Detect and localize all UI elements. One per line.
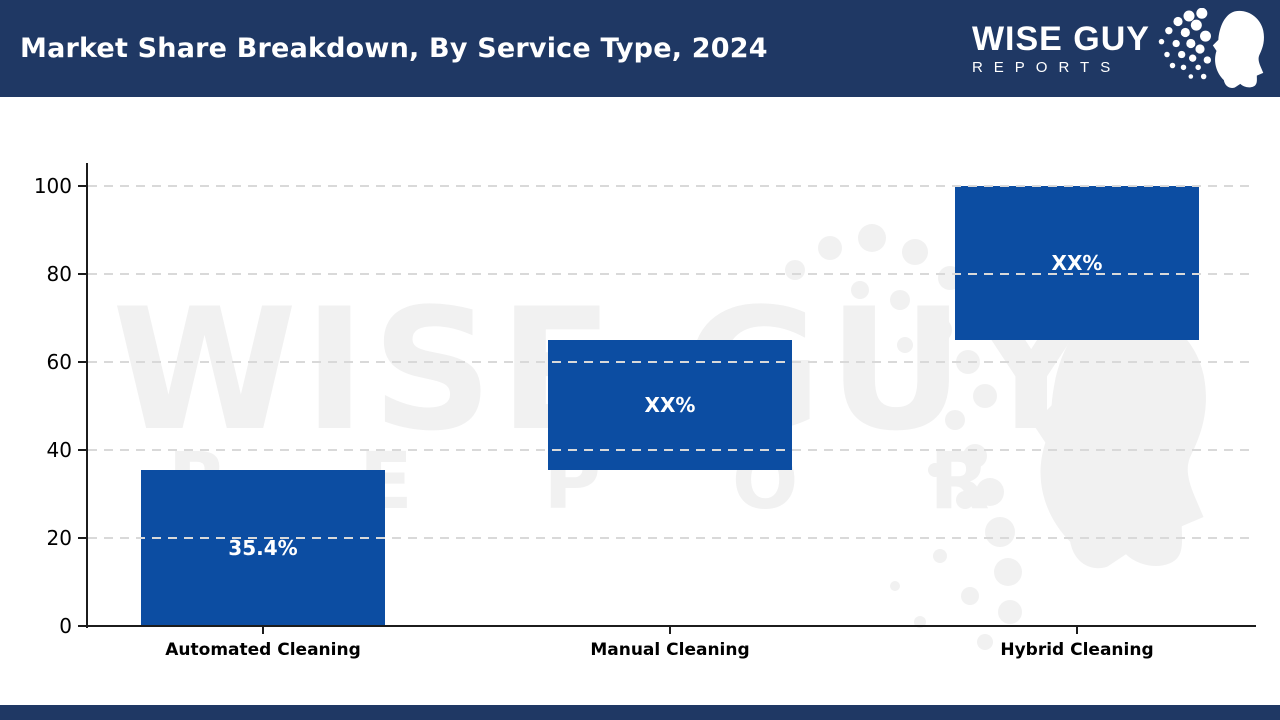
gridline-60 xyxy=(88,361,1256,363)
bar-value-label: XX% xyxy=(644,393,696,418)
gridline-100 xyxy=(88,185,1256,187)
logo-face-icon xyxy=(1158,8,1264,88)
logo-line2: REPORTS xyxy=(971,59,1122,76)
x-tick-label: Hybrid Cleaning xyxy=(1000,640,1154,660)
bar-hybrid-cleaning: XX% xyxy=(955,186,1199,341)
x-tick-label: Automated Cleaning xyxy=(165,640,361,660)
x-tick-label: Manual Cleaning xyxy=(590,640,750,660)
watermark-dot-face-icon xyxy=(785,224,1206,650)
bar-value-label: 35.4% xyxy=(228,536,298,561)
bar-value-label: XX% xyxy=(1051,251,1103,276)
gridline-20 xyxy=(88,537,1256,539)
page-title: Market Share Breakdown, By Service Type,… xyxy=(20,33,768,64)
y-tick-mark xyxy=(78,361,86,363)
logo-wordmark: WISE GUY REPORTS xyxy=(972,21,1150,77)
gridline-40 xyxy=(88,449,1256,451)
y-tick-label: 100 xyxy=(33,174,72,198)
footer-bar xyxy=(0,705,1280,720)
y-tick-mark xyxy=(78,449,86,451)
bar-automated-cleaning: 35.4% xyxy=(141,470,385,626)
y-tick-label: 40 xyxy=(46,438,72,462)
logo-line1: WISE GUY xyxy=(971,20,1150,58)
y-tick-label: 60 xyxy=(46,350,72,374)
y-tick-mark xyxy=(78,625,86,627)
x-tick-mark xyxy=(1076,627,1078,634)
y-tick-mark xyxy=(78,537,86,539)
x-tick-mark xyxy=(262,627,264,634)
y-tick-label: 0 xyxy=(59,614,72,638)
y-tick-mark xyxy=(78,185,86,187)
x-axis-line xyxy=(86,625,1256,627)
y-tick-label: 80 xyxy=(46,262,72,286)
wiseguy-logo: WISE GUY REPORTS xyxy=(972,8,1266,90)
y-tick-mark xyxy=(78,273,86,275)
y-axis-line xyxy=(86,163,88,628)
x-tick-mark xyxy=(669,627,671,634)
header: Market Share Breakdown, By Service Type,… xyxy=(0,0,1280,97)
gridline-80 xyxy=(88,273,1256,275)
y-tick-label: 20 xyxy=(46,526,72,550)
